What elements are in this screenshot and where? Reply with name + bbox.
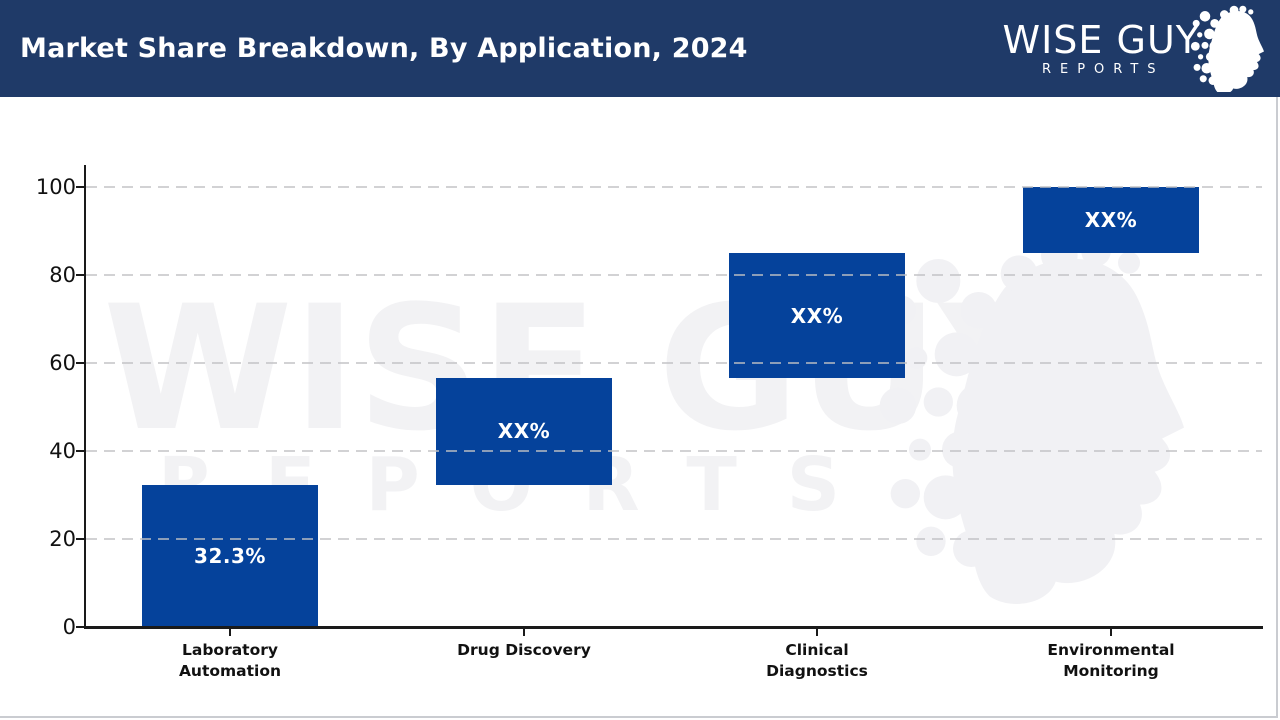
y-axis-line bbox=[84, 165, 86, 629]
x-tick-0 bbox=[229, 628, 231, 636]
gridline-20 bbox=[86, 538, 1262, 540]
x-axis-line bbox=[84, 626, 1263, 629]
y-tick-label-80: 80 bbox=[49, 263, 76, 287]
x-tick-3 bbox=[1110, 628, 1112, 636]
y-tick-label-20: 20 bbox=[49, 527, 76, 551]
gridline-100 bbox=[86, 186, 1262, 188]
x-category-label: Clinical Diagnostics bbox=[766, 641, 868, 680]
gridline-60 bbox=[86, 362, 1262, 364]
brand-wordmark: WISE GUY bbox=[1002, 17, 1200, 62]
watermark-face-icon bbox=[879, 237, 1184, 604]
gridline-80 bbox=[86, 274, 1262, 276]
brand-subtitle: REPORTS bbox=[1041, 61, 1165, 77]
y-tick-100 bbox=[76, 186, 85, 188]
y-tick-80 bbox=[76, 274, 85, 276]
gridline-40 bbox=[86, 450, 1262, 452]
brand-wordmark-block: WISE GUY REPORTS bbox=[1003, 20, 1200, 77]
x-category-label: Laboratory Automation bbox=[178, 641, 282, 680]
page-title: Market Share Breakdown, By Application, … bbox=[20, 33, 748, 64]
y-tick-40 bbox=[76, 450, 85, 452]
bar-drug-discovery: XX% bbox=[436, 377, 612, 485]
x-tick-2 bbox=[816, 628, 818, 636]
chart-area: 0 20 40 60 80 100 32.3% Laboratory Automation XX… bbox=[0, 97, 1280, 720]
y-tick-0 bbox=[76, 626, 85, 628]
y-tick-label-0: 0 bbox=[62, 615, 76, 639]
brand-face-icon bbox=[1190, 5, 1264, 92]
bar-environmental-monitoring: XX% bbox=[1023, 187, 1199, 254]
x-category-label: Environmental Monitoring bbox=[1047, 641, 1175, 680]
header-bar: Market Share Breakdown, By Application, … bbox=[0, 0, 1280, 97]
y-tick-20 bbox=[76, 538, 85, 540]
bar-value-label: 32.3% bbox=[194, 543, 266, 568]
frame-right-line bbox=[1276, 97, 1278, 718]
bar-value-label: XX% bbox=[1084, 208, 1138, 233]
y-tick-label-100: 100 bbox=[35, 175, 76, 199]
bar-laboratory-automation: 32.3% bbox=[142, 484, 318, 627]
y-tick-60 bbox=[76, 362, 85, 364]
bar-clinical-diagnostics: XX% bbox=[729, 253, 905, 378]
brand-logo: WISE GUY REPORTS bbox=[1003, 4, 1268, 92]
frame-bottom-line bbox=[0, 716, 1278, 718]
x-tick-1 bbox=[523, 628, 525, 636]
x-category-label: Drug Discovery bbox=[457, 641, 591, 659]
y-tick-label-60: 60 bbox=[49, 351, 76, 375]
y-tick-label-40: 40 bbox=[49, 439, 76, 463]
bar-value-label: XX% bbox=[790, 303, 844, 328]
bar-value-label: XX% bbox=[497, 419, 551, 444]
